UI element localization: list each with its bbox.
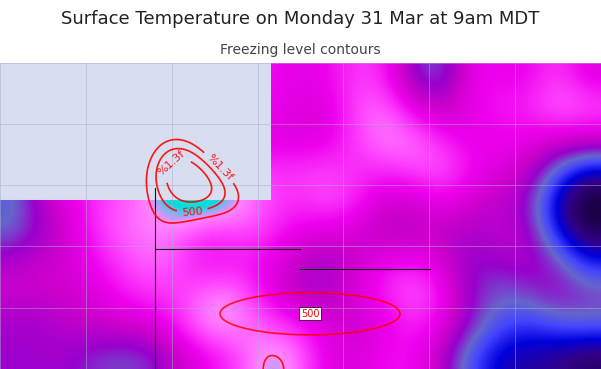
Text: %1.3f: %1.3f [204, 152, 234, 182]
Text: Freezing level contours: Freezing level contours [220, 43, 381, 57]
Text: 500: 500 [300, 309, 319, 319]
Text: Surface Temperature on Monday 31 Mar at 9am MDT: Surface Temperature on Monday 31 Mar at … [61, 10, 540, 28]
Text: %1.3f: %1.3f [156, 148, 187, 177]
Text: 500: 500 [182, 206, 203, 217]
